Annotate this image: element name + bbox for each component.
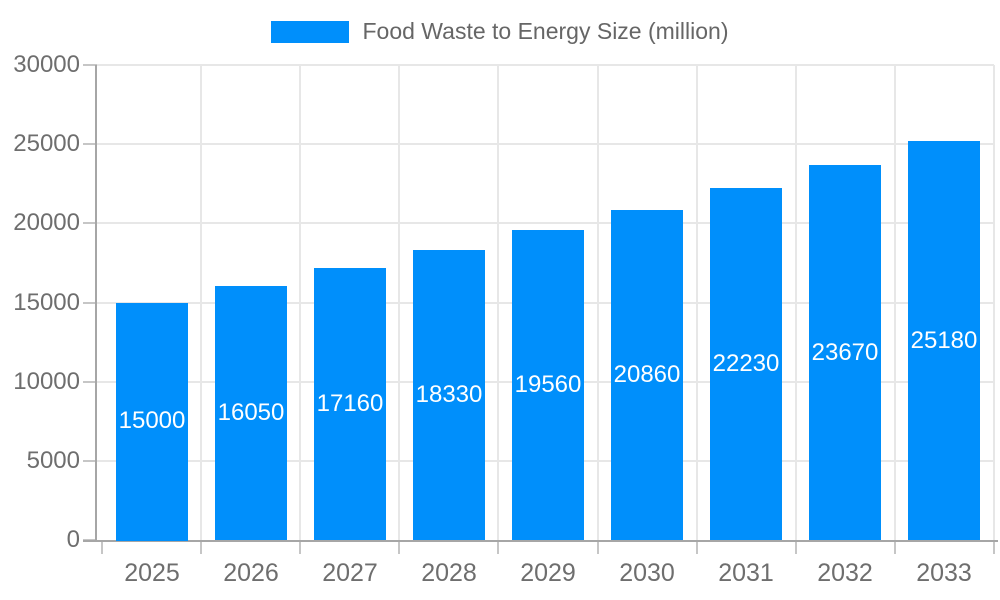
x-axis-tick (993, 540, 995, 554)
bar-value-label: 19560 (514, 371, 582, 398)
y-axis-label: 15000 (13, 289, 80, 316)
bar-value-label: 23670 (811, 339, 879, 366)
x-axis-line (83, 540, 998, 542)
bar (809, 165, 881, 540)
x-axis-tick (597, 540, 599, 554)
y-axis-tick (83, 381, 97, 383)
x-axis-tick (894, 540, 896, 554)
x-axis-tick (398, 540, 400, 554)
y-axis-tick (83, 460, 97, 462)
y-axis-tick (83, 64, 97, 66)
x-axis-label: 2025 (124, 559, 180, 587)
bar (215, 286, 287, 540)
x-axis-label: 2026 (223, 559, 279, 587)
y-axis-label: 10000 (13, 368, 80, 395)
bar-value-label: 17160 (316, 390, 384, 417)
gridline-vertical (894, 65, 896, 540)
gridline-vertical (398, 65, 400, 540)
x-axis-label: 2032 (817, 559, 873, 587)
gridline-vertical (299, 65, 301, 540)
legend-label: Food Waste to Energy Size (million) (362, 18, 729, 44)
gridline-horizontal (97, 64, 994, 66)
x-axis-tick (101, 540, 103, 554)
gridline-vertical (200, 65, 202, 540)
x-axis-label: 2028 (421, 559, 477, 587)
x-axis-tick (497, 540, 499, 554)
x-axis-tick (795, 540, 797, 554)
bar (413, 250, 485, 540)
x-axis-label: 2027 (322, 559, 378, 587)
y-axis-label: 20000 (13, 209, 80, 236)
bar-value-label: 16050 (217, 399, 285, 426)
bar (908, 141, 980, 540)
y-axis-label: 25000 (13, 130, 80, 157)
y-axis-label: 30000 (13, 51, 80, 78)
legend-marker (271, 20, 350, 43)
bar (611, 210, 683, 540)
bar-value-label: 20860 (613, 361, 681, 388)
bar (710, 188, 782, 540)
y-axis-label: 5000 (26, 447, 80, 474)
y-axis-tick (83, 143, 97, 145)
y-axis-label: 0 (66, 526, 80, 553)
x-axis-tick (299, 540, 301, 554)
bar-value-label: 22230 (712, 350, 780, 377)
bar-value-label: 25180 (910, 327, 978, 354)
y-axis-tick (83, 302, 97, 304)
legend: Food Waste to Energy Size (million) (0, 18, 1000, 45)
x-axis-label: 2031 (718, 559, 774, 587)
bar-value-label: 18330 (415, 381, 483, 408)
legend-item[interactable]: Food Waste to Energy Size (million) (271, 18, 729, 45)
bar (314, 268, 386, 540)
gridline-vertical (696, 65, 698, 540)
y-axis-tick (83, 222, 97, 224)
y-axis-line (95, 65, 97, 540)
gridline-vertical (597, 65, 599, 540)
bar-value-label: 15000 (118, 407, 186, 434)
gridline-horizontal (97, 143, 994, 145)
gridline-vertical (993, 65, 995, 540)
x-axis-label: 2030 (619, 559, 675, 587)
x-axis-tick (200, 540, 202, 554)
bar (116, 303, 188, 541)
x-axis-label: 2029 (520, 559, 576, 587)
x-axis-label: 2033 (916, 559, 972, 587)
x-axis-tick (696, 540, 698, 554)
gridline-vertical (497, 65, 499, 540)
gridline-vertical (795, 65, 797, 540)
bar (512, 230, 584, 540)
gridline-horizontal (97, 222, 994, 224)
